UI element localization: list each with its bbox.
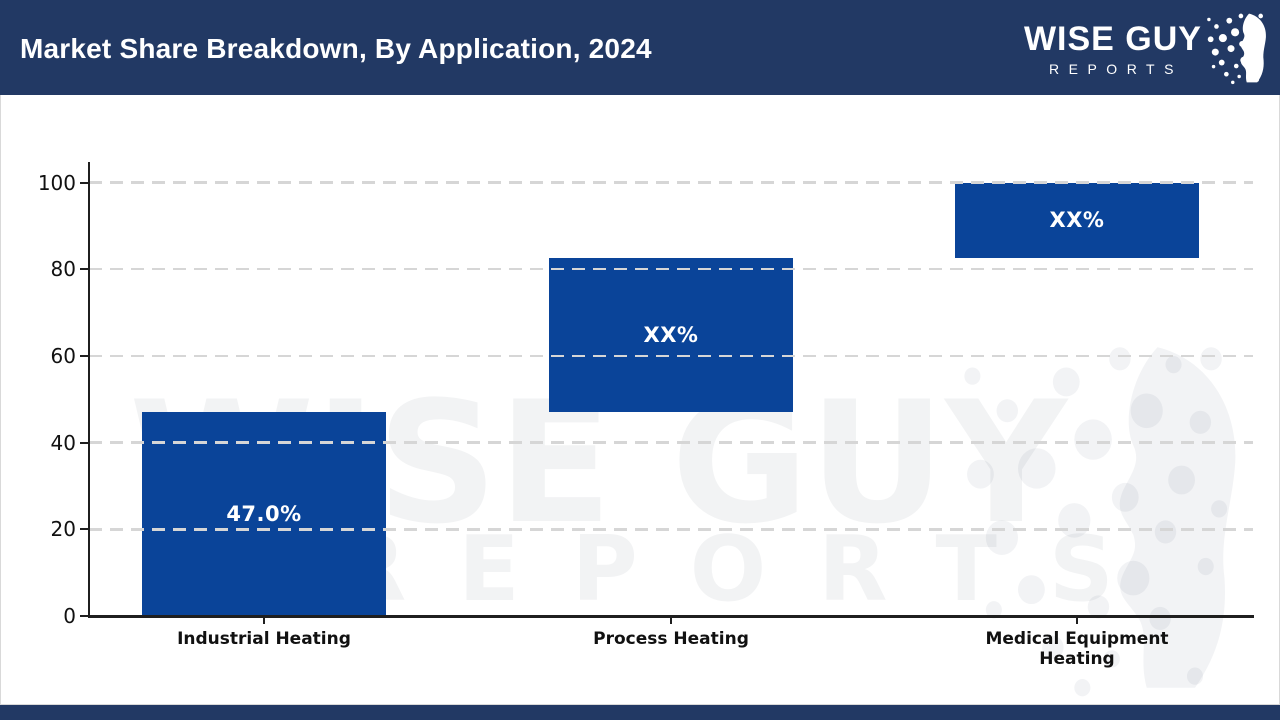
y-tick xyxy=(80,181,88,184)
watermark-text-small: REPORTS xyxy=(337,517,1166,622)
x-tick xyxy=(263,617,265,624)
gridline xyxy=(89,354,1253,358)
bar-segment: 47.0% xyxy=(142,412,386,616)
x-tick xyxy=(670,617,672,624)
bar-value-label: XX% xyxy=(643,323,699,348)
logo-subtitle: REPORTS xyxy=(1049,60,1183,77)
logo-name: WISE GUY xyxy=(1023,20,1202,58)
y-tick xyxy=(80,268,88,271)
y-tick-label: 60 xyxy=(50,343,76,368)
category-label: Process Heating xyxy=(593,629,749,649)
y-tick xyxy=(80,441,88,444)
bar-segment: XX% xyxy=(955,182,1199,259)
gridline xyxy=(89,528,1253,531)
x-axis-spine xyxy=(87,615,1254,618)
bar-segment: XX% xyxy=(549,258,793,413)
gridline xyxy=(89,181,1253,184)
bar-value-label: XX% xyxy=(1049,208,1105,233)
category-label: Industrial Heating xyxy=(177,629,351,649)
y-tick-label: 20 xyxy=(50,517,76,542)
y-tick-label: 0 xyxy=(63,604,76,628)
y-tick-label: 80 xyxy=(50,257,76,282)
gridline xyxy=(89,441,1253,444)
x-tick xyxy=(1076,617,1078,624)
header-bar: Market Share Breakdown, By Application, … xyxy=(0,0,1280,95)
category-label: Medical Equipment Heating xyxy=(985,629,1169,670)
gridline xyxy=(89,267,1253,271)
y-tick-label: 100 xyxy=(37,170,76,195)
y-tick xyxy=(80,528,88,531)
page-title: Market Share Breakdown, By Application, … xyxy=(20,33,652,64)
wise-guy-logo: WISE GUY REPORTS xyxy=(1024,6,1270,86)
y-axis-spine xyxy=(87,162,90,616)
footer-bar xyxy=(0,705,1280,720)
y-tick xyxy=(80,615,88,617)
y-tick-label: 40 xyxy=(50,430,76,455)
bar-value-label: 47.0% xyxy=(226,502,302,527)
logo-face-icon xyxy=(1206,10,1270,86)
y-tick xyxy=(80,354,88,357)
logo-text: WISE GUY REPORTS xyxy=(1023,20,1202,77)
